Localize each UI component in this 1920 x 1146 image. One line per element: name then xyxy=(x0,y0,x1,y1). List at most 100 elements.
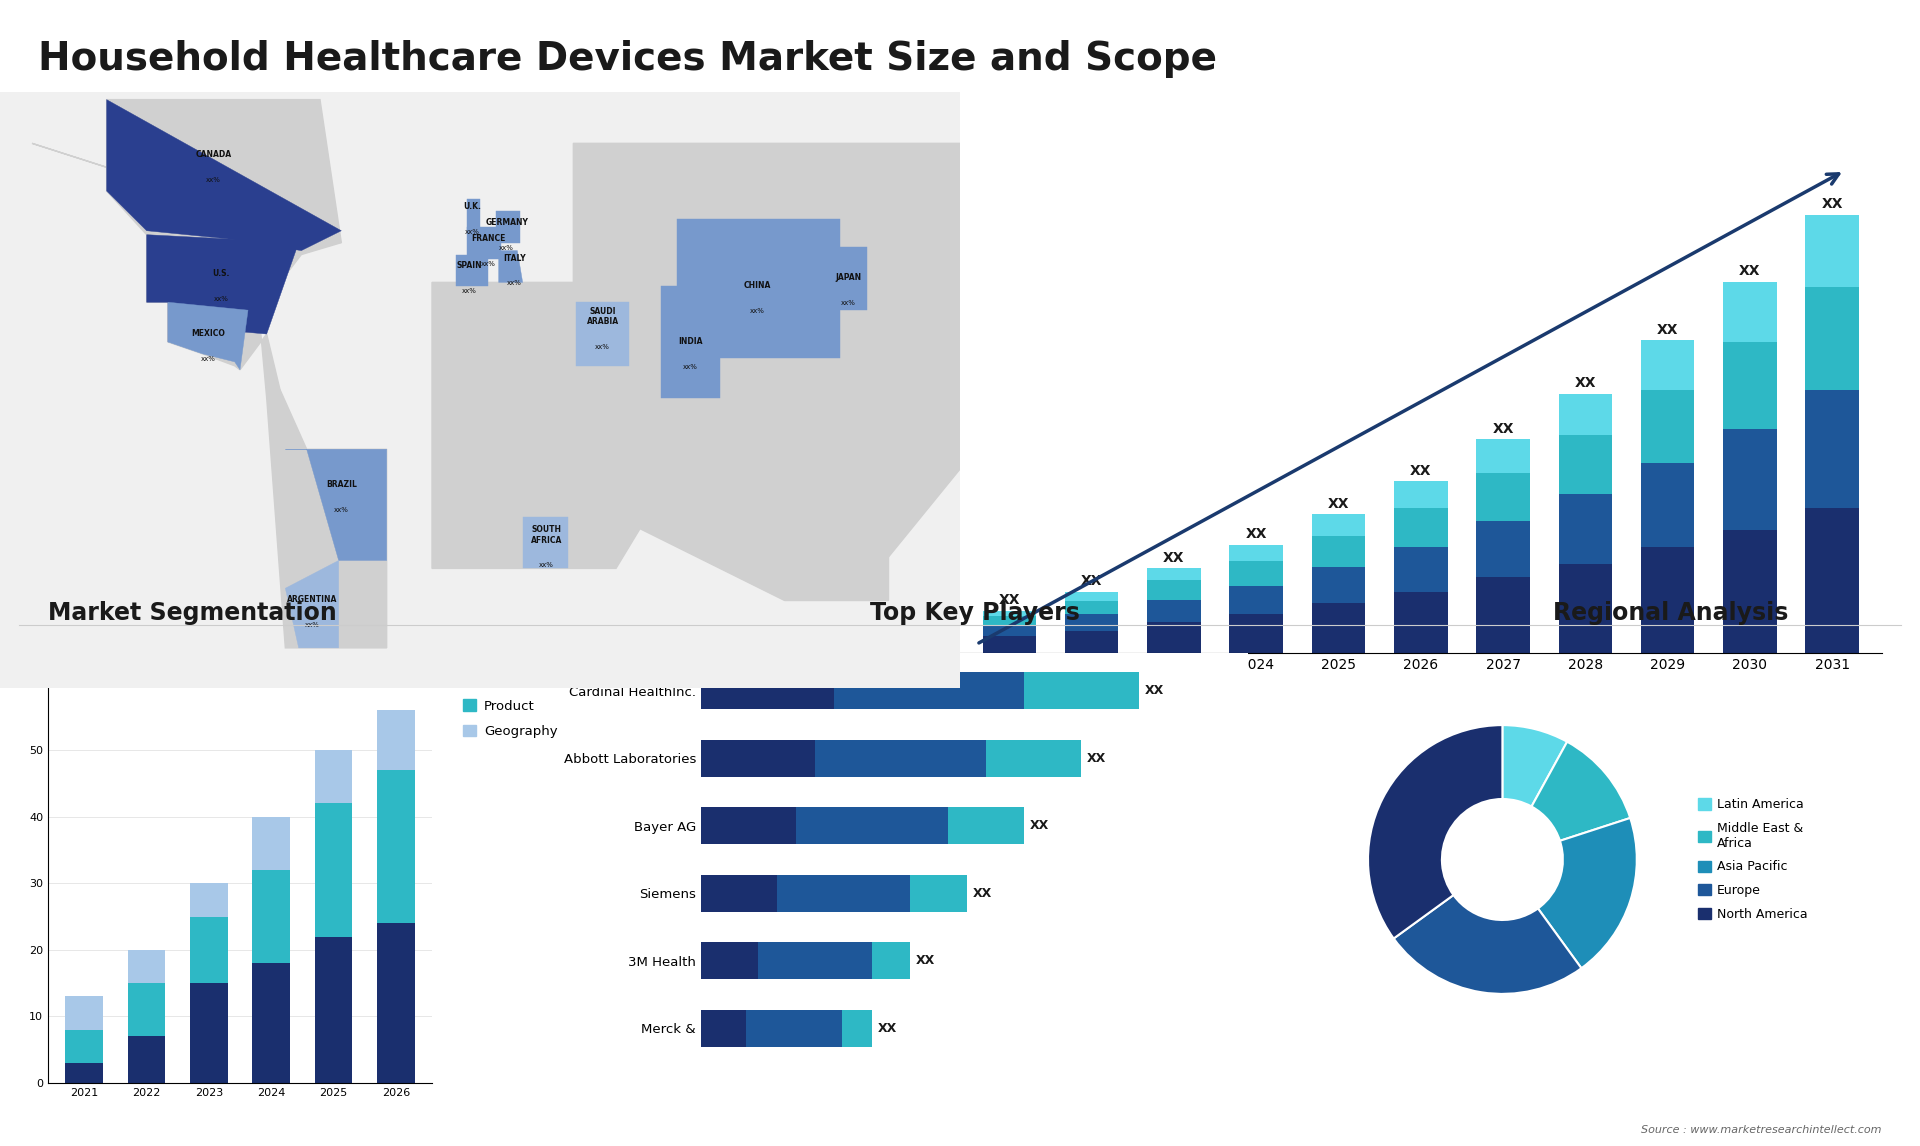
Text: XX: XX xyxy=(1740,265,1761,278)
Bar xyxy=(1394,591,1448,653)
Bar xyxy=(252,870,290,963)
Bar xyxy=(701,874,778,912)
Bar xyxy=(65,1063,104,1083)
Bar xyxy=(1311,515,1365,535)
Text: xx%: xx% xyxy=(499,244,515,251)
Polygon shape xyxy=(660,286,720,398)
Text: GERMANY: GERMANY xyxy=(486,218,528,227)
Wedge shape xyxy=(1501,725,1567,807)
Text: xx%: xx% xyxy=(507,281,522,286)
Polygon shape xyxy=(167,303,248,370)
Polygon shape xyxy=(146,235,300,342)
Bar xyxy=(797,807,948,845)
Bar xyxy=(1394,508,1448,547)
Bar xyxy=(1148,581,1200,599)
Bar xyxy=(1476,439,1530,473)
Text: xx%: xx% xyxy=(751,308,764,314)
Bar xyxy=(987,739,1081,777)
Bar xyxy=(701,1010,747,1047)
Bar xyxy=(129,983,165,1036)
Polygon shape xyxy=(576,303,630,366)
Text: Top Key Players: Top Key Players xyxy=(870,601,1081,625)
Wedge shape xyxy=(1532,741,1630,841)
Bar xyxy=(1724,343,1776,430)
Bar xyxy=(1805,391,1859,508)
Bar xyxy=(190,884,228,917)
Text: XX: XX xyxy=(1657,322,1678,337)
Text: XX: XX xyxy=(1492,422,1513,437)
Bar xyxy=(814,739,987,777)
Bar xyxy=(758,942,872,980)
Legend: Application, Product, Geography: Application, Product, Geography xyxy=(457,669,564,744)
Text: XX: XX xyxy=(1409,463,1432,478)
Bar xyxy=(376,711,415,770)
Bar xyxy=(910,874,968,912)
Text: ARGENTINA: ARGENTINA xyxy=(286,595,338,604)
Bar xyxy=(1805,508,1859,653)
Text: XX: XX xyxy=(916,955,935,967)
Bar xyxy=(701,942,758,980)
Bar xyxy=(1805,288,1859,391)
Bar xyxy=(252,817,290,870)
Text: JAPAN: JAPAN xyxy=(835,274,860,282)
Bar xyxy=(983,636,1037,653)
Bar xyxy=(1066,601,1117,614)
Bar xyxy=(1559,564,1613,653)
Text: U.K.: U.K. xyxy=(463,202,480,211)
Text: xx%: xx% xyxy=(305,622,319,628)
Bar xyxy=(1148,568,1200,581)
Text: XX: XX xyxy=(1329,497,1350,511)
Text: SAUDI
ARABIA: SAUDI ARABIA xyxy=(588,307,618,327)
Bar xyxy=(701,739,814,777)
Bar xyxy=(1066,614,1117,630)
Bar xyxy=(1066,591,1117,601)
Bar xyxy=(833,672,1025,709)
Polygon shape xyxy=(267,390,386,647)
Text: xx%: xx% xyxy=(540,563,555,568)
Bar xyxy=(701,807,797,845)
Text: Household Healthcare Devices Market Size and Scope: Household Healthcare Devices Market Size… xyxy=(38,40,1217,78)
Bar xyxy=(948,807,1025,845)
Text: CANADA: CANADA xyxy=(196,150,232,159)
Text: XX: XX xyxy=(1574,376,1596,391)
Text: ITALY: ITALY xyxy=(503,253,526,262)
Bar xyxy=(1311,603,1365,653)
Text: FRANCE: FRANCE xyxy=(470,234,505,243)
Text: XX: XX xyxy=(1087,752,1106,764)
Bar xyxy=(315,936,351,1083)
Bar xyxy=(841,1010,872,1047)
Bar xyxy=(1148,599,1200,622)
Bar xyxy=(1642,391,1693,463)
Text: Regional Analysis: Regional Analysis xyxy=(1553,601,1788,625)
Polygon shape xyxy=(286,560,338,647)
Bar xyxy=(1394,547,1448,591)
Text: xx%: xx% xyxy=(465,229,480,235)
Bar xyxy=(1559,494,1613,564)
Text: XX: XX xyxy=(1144,684,1164,697)
Text: CHINA: CHINA xyxy=(743,281,772,290)
Polygon shape xyxy=(432,143,960,601)
Bar xyxy=(190,917,228,983)
Text: xx%: xx% xyxy=(841,300,856,306)
Bar xyxy=(252,963,290,1083)
Bar xyxy=(1066,630,1117,653)
Bar xyxy=(1724,531,1776,653)
Bar xyxy=(1724,282,1776,343)
Text: xx%: xx% xyxy=(463,289,476,295)
Polygon shape xyxy=(495,211,520,243)
Wedge shape xyxy=(1369,725,1503,939)
Bar xyxy=(1476,521,1530,578)
Text: XX: XX xyxy=(998,594,1020,607)
Text: xx%: xx% xyxy=(684,363,699,370)
Bar xyxy=(315,751,351,803)
Polygon shape xyxy=(33,100,342,401)
Text: MEXICO: MEXICO xyxy=(192,329,225,338)
Text: XX: XX xyxy=(1164,551,1185,565)
Wedge shape xyxy=(1394,895,1582,994)
Text: XX: XX xyxy=(1029,819,1050,832)
Text: BRAZIL: BRAZIL xyxy=(326,480,357,489)
Legend: Latin America, Middle East &
Africa, Asia Pacific, Europe, North America: Latin America, Middle East & Africa, Asi… xyxy=(1693,793,1812,926)
Bar xyxy=(1229,586,1283,614)
Polygon shape xyxy=(108,100,342,251)
Text: XX: XX xyxy=(973,887,993,900)
